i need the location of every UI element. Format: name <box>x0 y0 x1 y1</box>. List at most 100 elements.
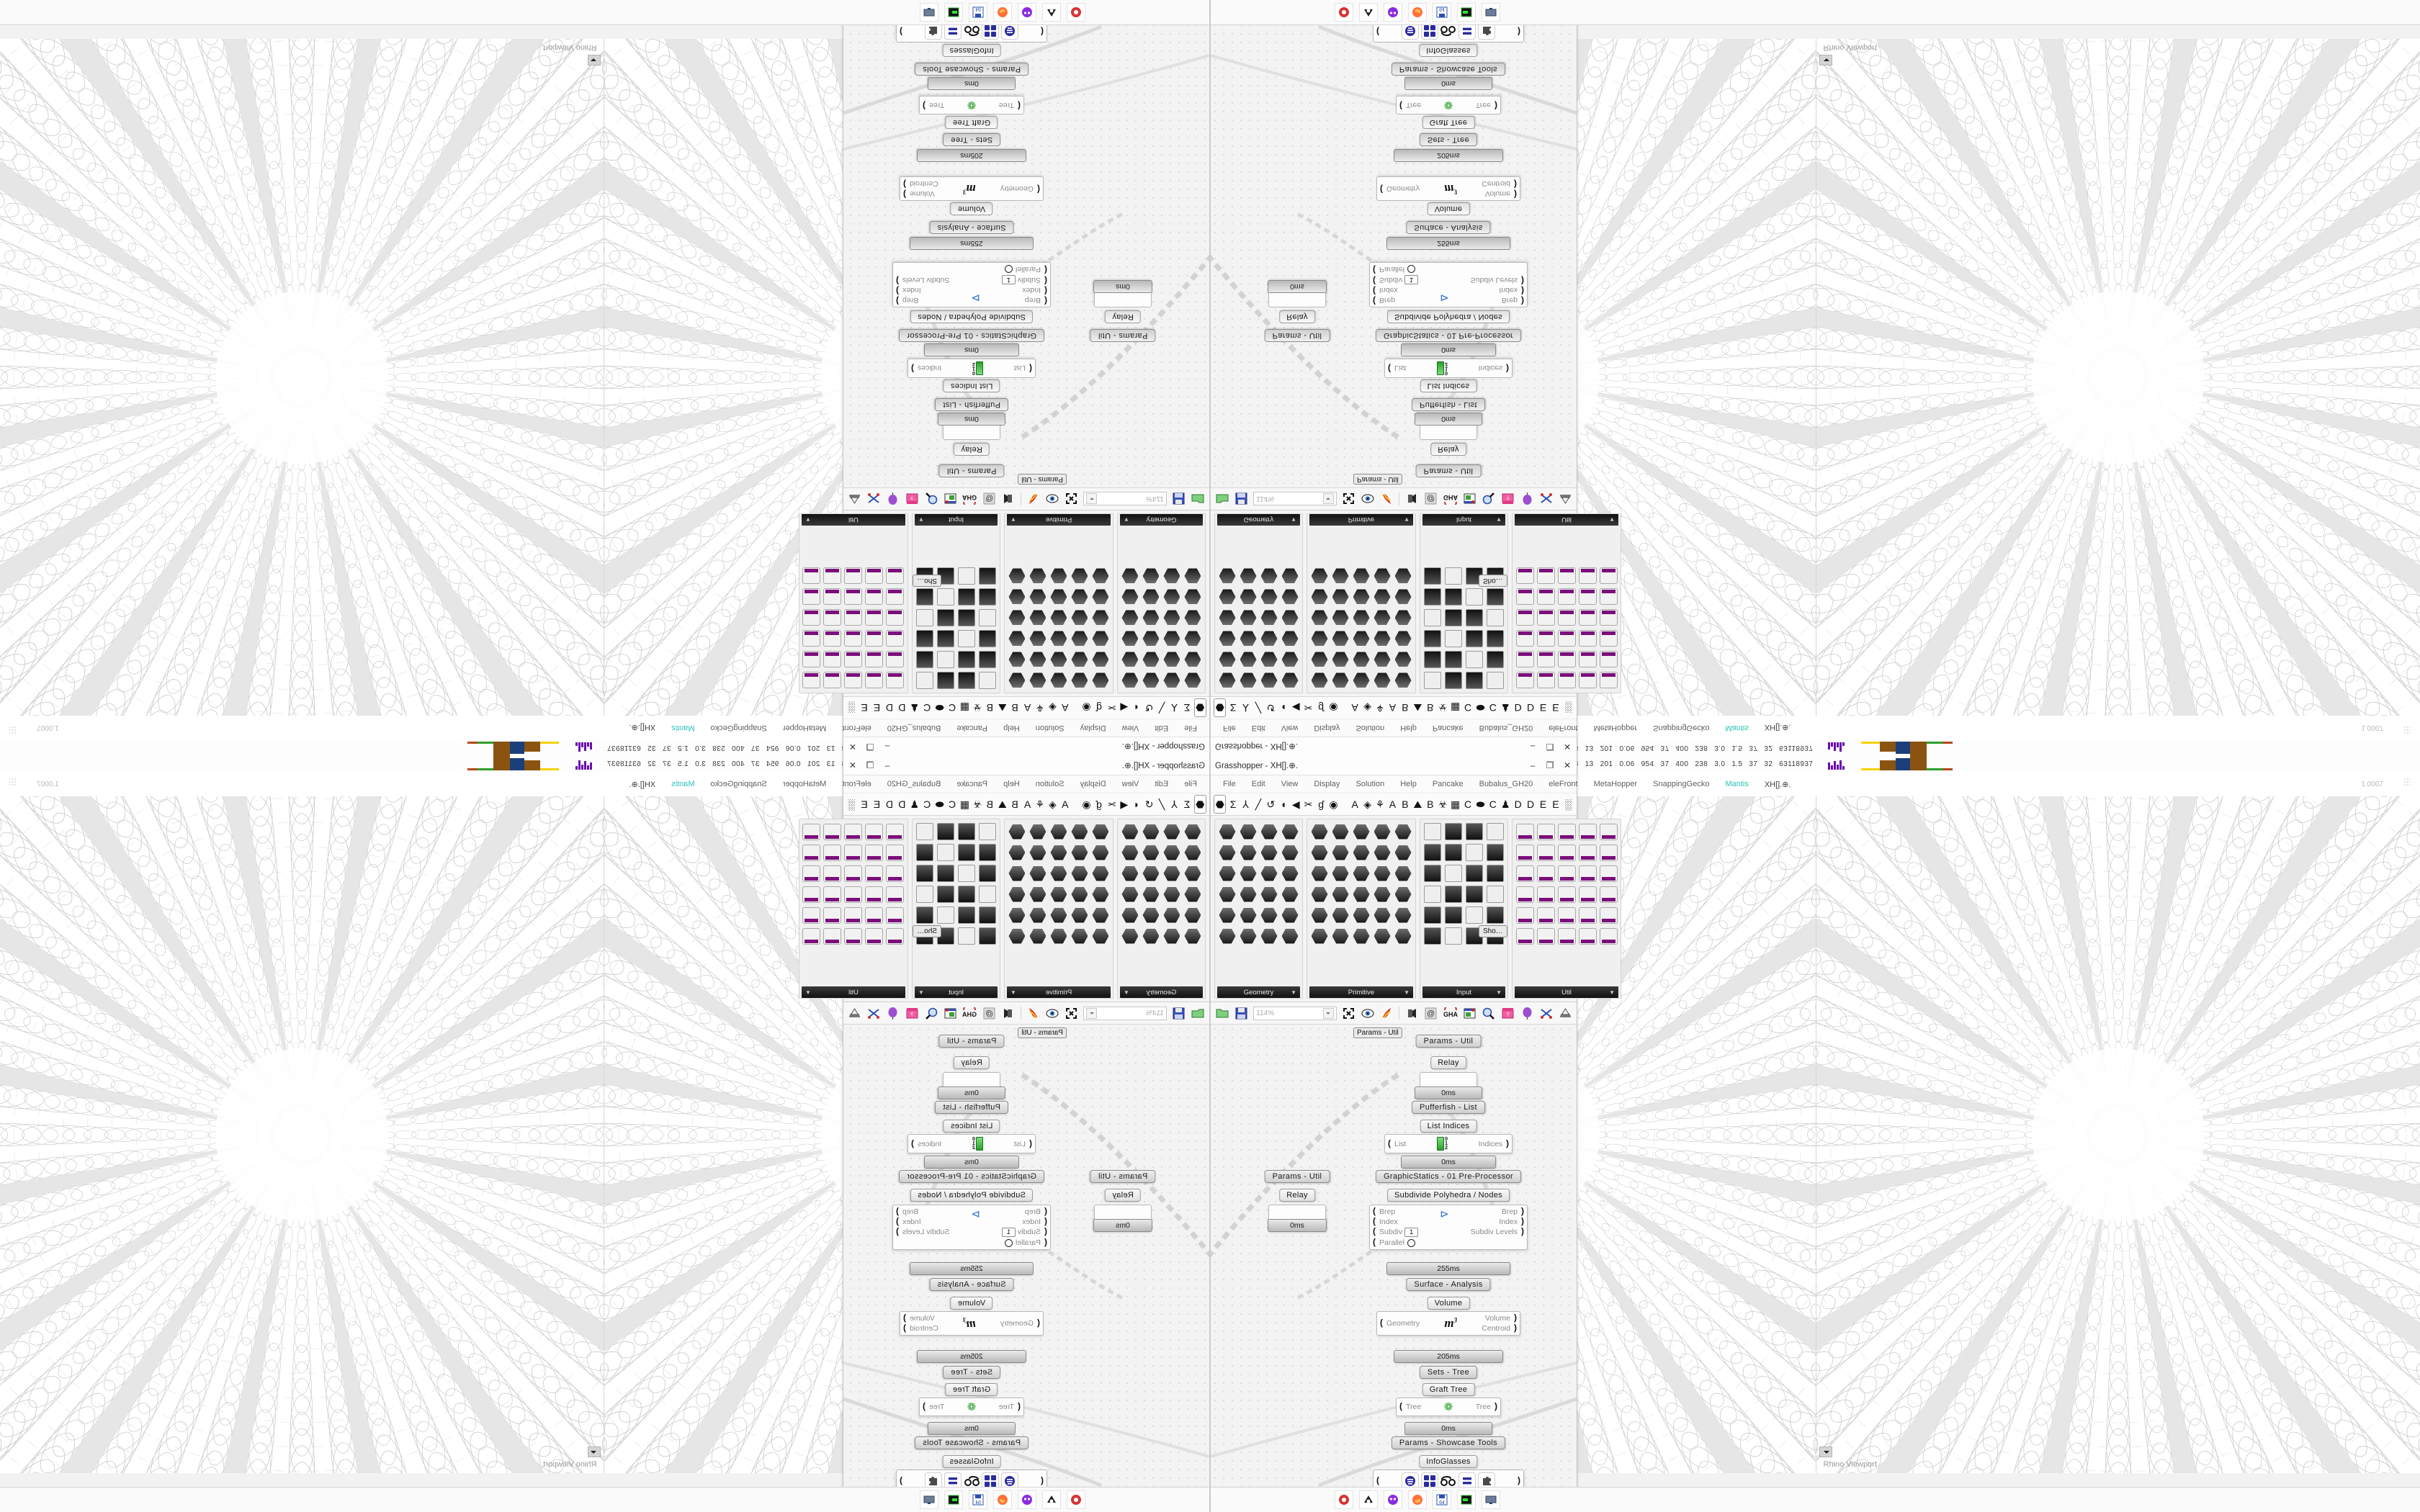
menu-item-bubalus-gh20[interactable]: Bubalus_GH20 <box>887 780 941 788</box>
component-button[interactable] <box>1464 905 1484 925</box>
component-button[interactable] <box>1141 822 1161 842</box>
component-button[interactable] <box>1070 629 1090 649</box>
output-port-tree[interactable]: Tree <box>1476 1401 1497 1411</box>
plugin-tab-6[interactable]: B <box>1427 702 1434 714</box>
output-port-tree[interactable]: Tree <box>1476 101 1497 109</box>
plugin-tab-14[interactable]: D <box>1527 702 1535 714</box>
bake-icon[interactable] <box>1380 1006 1394 1020</box>
component-button[interactable] <box>1309 822 1330 842</box>
component-button[interactable] <box>1393 822 1413 842</box>
save-disk-icon[interactable] <box>1234 492 1249 506</box>
component-button[interactable] <box>885 863 905 883</box>
component-button[interactable] <box>1259 649 1279 670</box>
node-name-bar[interactable]: Relay <box>954 1056 990 1069</box>
plugin-tab-9[interactable]: C <box>1464 702 1472 714</box>
taskbar-gimp-icon[interactable] <box>1018 1490 1036 1509</box>
component-button[interactable] <box>1183 822 1203 842</box>
taskbar-screen-icon[interactable] <box>920 3 938 22</box>
component-button[interactable] <box>956 649 977 670</box>
component-button[interactable] <box>1556 926 1577 946</box>
search-icon[interactable] <box>1482 492 1496 506</box>
node-name-bar[interactable]: List Indices <box>943 1120 1000 1133</box>
component-button[interactable] <box>1183 670 1203 690</box>
menu-item-snappinggecko[interactable]: SnappingGecko <box>710 780 767 788</box>
component-button[interactable] <box>802 842 822 863</box>
component-button[interactable] <box>1598 629 1618 649</box>
plugin-tab-5[interactable]: ⛰ <box>1413 702 1422 714</box>
component-button[interactable] <box>1577 842 1597 863</box>
node-group-bar[interactable]: Pufferfish - List <box>1412 398 1485 411</box>
component-button[interactable] <box>1259 629 1279 649</box>
node-name-bar[interactable]: Subdivide Polyhedra / Nodes <box>1387 310 1510 323</box>
plugin-tab-13[interactable]: D <box>898 702 906 714</box>
input-port-index[interactable]: Index <box>1373 1216 1418 1226</box>
menu-item-solution[interactable]: Solution <box>1355 724 1385 732</box>
component-button[interactable] <box>1183 842 1203 863</box>
menu-item-edit[interactable]: Edit <box>1155 780 1169 788</box>
menu-item-help[interactable]: Help <box>1003 780 1020 788</box>
plugin-tab-14[interactable]: D <box>1527 798 1535 810</box>
component-button[interactable] <box>1536 842 1556 863</box>
output-port-subdiv-levels[interactable]: Subdiv Levels <box>896 1228 949 1236</box>
output-port-subdiv-levels[interactable]: Subdiv Levels <box>896 276 949 284</box>
component-button[interactable] <box>843 842 864 863</box>
menu-item-file[interactable]: File <box>1184 724 1197 732</box>
expand-arrow-icon[interactable]: ▼ <box>1124 516 1129 523</box>
expand-arrow-icon[interactable]: ▼ <box>805 516 811 523</box>
component-button[interactable] <box>802 884 822 904</box>
output-port[interactable] <box>900 27 908 35</box>
component-button[interactable] <box>915 822 935 842</box>
menu-item-metahopper[interactable]: MetaHopper <box>782 780 827 788</box>
minimize-button[interactable]: – <box>884 760 890 770</box>
grasshopper-canvas[interactable]: Params - Util Relay 0ms Pufferfish - List L… <box>843 0 1209 487</box>
component-button[interactable] <box>885 587 905 607</box>
menu-item-mantis[interactable]: Mantis <box>1725 724 1749 732</box>
component-button[interactable] <box>1028 608 1048 628</box>
component-button[interactable] <box>1556 566 1577 586</box>
plugin-tab-6[interactable]: B <box>1427 798 1434 810</box>
plugin-tab-0[interactable]: A <box>1062 798 1069 810</box>
component-button[interactable] <box>1049 649 1069 670</box>
component-button[interactable] <box>1351 926 1371 946</box>
minimize-button[interactable]: – <box>1530 760 1536 770</box>
component-button[interactable] <box>1598 670 1618 690</box>
component-button[interactable] <box>1485 608 1505 628</box>
component-button[interactable] <box>1028 884 1048 904</box>
close-button[interactable]: ✕ <box>1563 742 1572 752</box>
output-port-centroid[interactable]: Centroid <box>903 1324 938 1333</box>
plugin-tab-14[interactable]: D <box>885 702 893 714</box>
component-button[interactable] <box>956 842 977 863</box>
expand-arrow-icon[interactable]: ▼ <box>1609 516 1615 523</box>
zoom-extents-icon[interactable] <box>1342 492 1356 506</box>
component-button[interactable] <box>1120 608 1140 628</box>
menu-item-help[interactable]: Help <box>1400 780 1417 788</box>
component-button[interactable] <box>1372 608 1392 628</box>
component-button[interactable] <box>1464 884 1484 904</box>
tab-curve[interactable]: ↺ <box>1265 699 1276 716</box>
menu-item-view[interactable]: View <box>1281 724 1299 732</box>
taskbar-blender-icon[interactable] <box>1042 3 1061 22</box>
component-button[interactable] <box>1162 629 1182 649</box>
component-button[interactable] <box>1141 670 1161 690</box>
menu-item-help[interactable]: Help <box>1400 724 1417 732</box>
component-button[interactable] <box>915 863 935 883</box>
component-button[interactable] <box>1485 587 1505 607</box>
input-port-geometry[interactable]: Geometry <box>1380 1318 1420 1328</box>
component-button[interactable] <box>1351 670 1371 690</box>
plugin-tab-3[interactable]: A <box>1023 702 1031 714</box>
plugin-tab-1[interactable]: ◈ <box>1363 702 1372 714</box>
component-button[interactable] <box>1238 926 1258 946</box>
grasshopper-canvas[interactable]: Params - Util Relay 0ms Pufferfish - List L… <box>843 1025 1209 1512</box>
expand-arrow-icon[interactable]: ▼ <box>1496 989 1502 996</box>
input-port-geometry[interactable]: Geometry <box>1380 184 1420 193</box>
plugin-tab-10[interactable]: ⬬ <box>1476 702 1485 714</box>
menu-item-snappinggecko[interactable]: SnappingGecko <box>1653 780 1710 788</box>
node-group-bar[interactable]: GraphicStatics - 01 Pre-Processor <box>898 1170 1045 1183</box>
component-button[interactable] <box>1259 884 1279 904</box>
plugin-tab-6[interactable]: B <box>986 702 993 714</box>
component-button[interactable] <box>1330 587 1350 607</box>
input-port-brep[interactable]: Brep <box>1002 296 1047 305</box>
node-group-bar[interactable]: Pufferfish - List <box>1412 1101 1485 1114</box>
chevron-down-icon[interactable] <box>1086 1007 1098 1019</box>
input-port-index[interactable]: Index <box>1002 286 1047 294</box>
